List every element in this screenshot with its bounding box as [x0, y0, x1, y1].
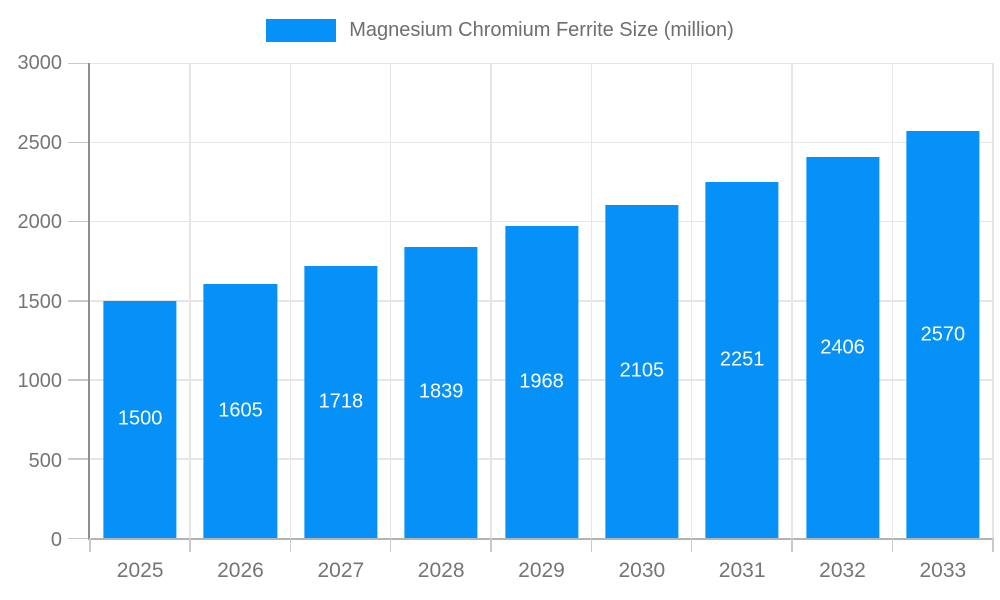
bar-2031[interactable]: 2251 — [705, 181, 779, 538]
x-tick-label-2031: 2031 — [718, 559, 766, 582]
bar-2033[interactable]: 2570 — [906, 131, 980, 538]
y-axis-tick — [68, 537, 88, 539]
bar-value-label: 2251 — [719, 348, 765, 371]
y-axis-tick — [68, 62, 88, 64]
bar-2028[interactable]: 1839 — [404, 246, 478, 538]
x-tick-label-2030: 2030 — [618, 559, 666, 582]
gridline-vertical — [791, 63, 793, 538]
y-tick-label: 2000 — [17, 211, 63, 234]
y-axis-tick — [68, 300, 88, 302]
bar-value-label: 1718 — [318, 390, 364, 413]
plot-area: 1500 2025 1605 2026 1718 2027 1839 2028 1968 2029… — [68, 62, 994, 582]
x-axis-tick — [992, 538, 994, 552]
y-axis-tick — [68, 458, 88, 460]
y-axis-tick — [68, 220, 88, 223]
gridline-vertical — [891, 63, 894, 538]
gridline-horizontal — [90, 141, 993, 144]
bar-2027[interactable]: 1718 — [304, 265, 378, 538]
bar-2030[interactable]: 2105 — [605, 204, 679, 538]
y-tick-label: 3000 — [17, 52, 63, 74]
x-axis-tick — [189, 538, 191, 552]
x-axis-tick — [791, 538, 793, 552]
bar-2032[interactable]: 2406 — [805, 157, 880, 538]
gridline-vertical — [289, 63, 292, 538]
gridline-vertical — [690, 63, 693, 538]
x-axis-tick — [389, 538, 392, 552]
y-axis: 0 500 1000 1500 2000 2500 3000 — [0, 52, 63, 551]
y-tick-label: 1500 — [17, 290, 63, 313]
bar-value-label: 2570 — [920, 323, 966, 346]
bar-value-label: 1500 — [117, 407, 163, 430]
legend: Magnesium Chromium Ferrite Size (million… — [0, 17, 1000, 43]
y-tick-label: 0 — [50, 529, 62, 551]
bar-value-label: 2406 — [820, 336, 865, 359]
bar-value-label: 2105 — [619, 359, 665, 382]
x-axis-tick — [590, 538, 593, 552]
gridline-horizontal — [90, 220, 993, 223]
legend-swatch[interactable] — [266, 18, 337, 42]
gridline-vertical — [189, 63, 191, 538]
x-tick-label-2033: 2033 — [919, 559, 967, 582]
bar-value-label: 1605 — [218, 399, 263, 422]
x-axis-tick — [89, 538, 91, 552]
gridline-vertical — [389, 63, 392, 538]
y-axis-tick — [68, 379, 88, 381]
bar-value-label: 1839 — [418, 380, 464, 403]
x-axis-tick — [289, 538, 292, 552]
x-tick-label-2032: 2032 — [819, 559, 866, 582]
y-tick-label: 1000 — [17, 370, 63, 393]
x-tick-label-2027: 2027 — [317, 559, 365, 582]
x-tick-label-2028: 2028 — [417, 559, 465, 582]
y-tick-label: 2500 — [17, 131, 63, 154]
bar-2029[interactable]: 1968 — [504, 226, 579, 538]
x-tick-label-2025: 2025 — [116, 559, 164, 582]
bar-value-label: 1968 — [519, 370, 564, 393]
gridline-vertical — [590, 63, 593, 538]
y-axis-tick — [68, 141, 88, 144]
gridline-vertical — [490, 63, 492, 538]
x-axis-tick — [891, 538, 894, 552]
gridline-vertical — [992, 63, 994, 538]
bar-2026[interactable]: 1605 — [203, 283, 278, 538]
legend-label[interactable]: Magnesium Chromium Ferrite Size (million… — [349, 19, 734, 41]
bar-2025[interactable]: 1500 — [103, 300, 177, 538]
x-tick-label-2026: 2026 — [217, 559, 264, 582]
gridline-horizontal — [90, 62, 993, 64]
x-tick-label-2029: 2029 — [518, 559, 565, 582]
y-tick-label: 500 — [28, 449, 62, 472]
x-axis-tick — [690, 538, 693, 552]
x-axis-tick — [490, 538, 492, 552]
